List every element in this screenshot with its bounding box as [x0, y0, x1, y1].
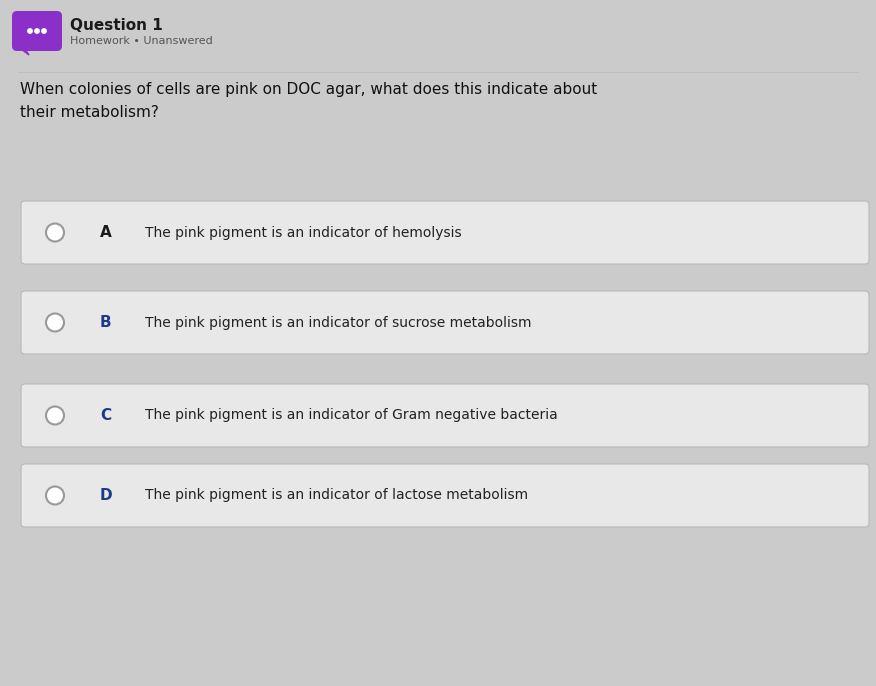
Polygon shape: [17, 46, 29, 55]
Circle shape: [46, 486, 64, 504]
Text: A: A: [100, 225, 112, 240]
FancyBboxPatch shape: [21, 384, 869, 447]
Text: The pink pigment is an indicator of lactose metabolism: The pink pigment is an indicator of lact…: [145, 488, 528, 503]
Text: The pink pigment is an indicator of Gram negative bacteria: The pink pigment is an indicator of Gram…: [145, 408, 558, 423]
Circle shape: [46, 407, 64, 425]
Circle shape: [35, 29, 39, 33]
FancyBboxPatch shape: [21, 464, 869, 527]
Circle shape: [46, 224, 64, 241]
Text: D: D: [100, 488, 113, 503]
Circle shape: [42, 29, 46, 33]
Text: The pink pigment is an indicator of sucrose metabolism: The pink pigment is an indicator of sucr…: [145, 316, 532, 329]
FancyBboxPatch shape: [12, 11, 62, 51]
Text: Homework • Unanswered: Homework • Unanswered: [70, 36, 213, 46]
Circle shape: [28, 29, 32, 33]
Text: B: B: [100, 315, 111, 330]
FancyBboxPatch shape: [21, 201, 869, 264]
FancyBboxPatch shape: [21, 291, 869, 354]
Text: When colonies of cells are pink on DOC agar, what does this indicate about
their: When colonies of cells are pink on DOC a…: [20, 82, 597, 121]
Circle shape: [46, 314, 64, 331]
Text: The pink pigment is an indicator of hemolysis: The pink pigment is an indicator of hemo…: [145, 226, 462, 239]
Text: Question 1: Question 1: [70, 18, 163, 33]
Text: C: C: [100, 408, 111, 423]
